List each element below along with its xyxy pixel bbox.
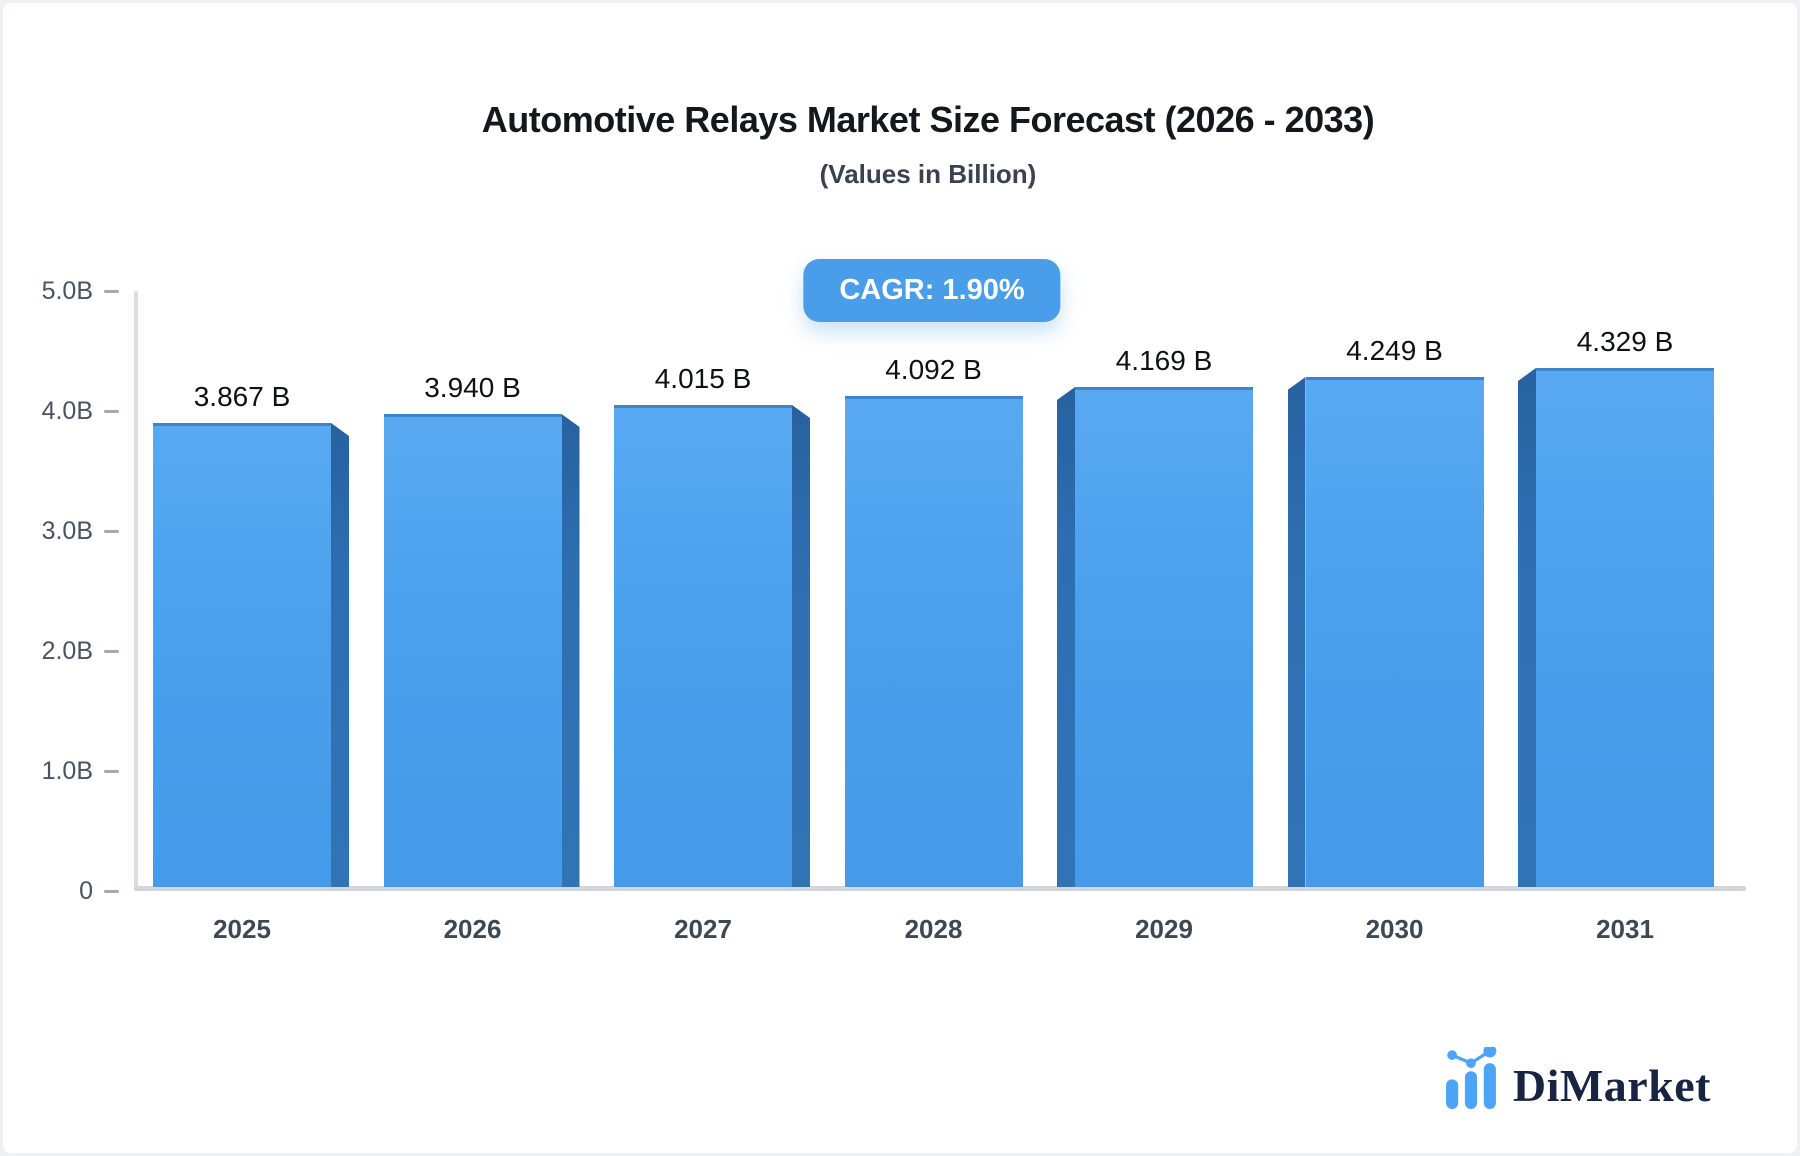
bar-chart-sparkline-icon xyxy=(1445,1047,1497,1109)
y-tick-mark xyxy=(104,410,119,413)
y-axis-label: 3.0B xyxy=(41,517,93,545)
bar-value-label: 4.092 B xyxy=(885,354,982,385)
bar-2030[interactable] xyxy=(1305,377,1484,887)
bar-value-label: 4.169 B xyxy=(1115,345,1213,376)
bar-3d-side-2025 xyxy=(331,423,349,887)
bar-3d-side-2031 xyxy=(1518,368,1536,887)
y-axis-label: 2.0B xyxy=(41,637,93,665)
chart-title: Automotive Relays Market Size Forecast (… xyxy=(481,99,1375,140)
x-axis-label-2028: 2028 xyxy=(904,914,963,944)
bar-value-label: 4.329 B xyxy=(1576,326,1674,357)
x-axis-label-2029: 2029 xyxy=(1135,914,1193,944)
bar-2031[interactable] xyxy=(1536,368,1714,887)
bar-3d-side-2030 xyxy=(1287,377,1306,887)
bar-2029[interactable] xyxy=(1075,387,1253,887)
bar-value-label: 3.940 B xyxy=(424,372,521,403)
bar-2026[interactable] xyxy=(383,414,562,887)
x-axis-label-2030: 2030 xyxy=(1365,914,1424,944)
bar-3d-side-2029 xyxy=(1057,387,1075,887)
x-axis-label-2026: 2026 xyxy=(443,914,502,944)
bar-value-label: 4.015 B xyxy=(654,363,752,394)
y-tick-mark xyxy=(104,650,119,653)
y-axis-label: 0 xyxy=(79,877,93,905)
y-tick-mark xyxy=(104,890,119,893)
chart-card: Automotive Relays Market Size Forecast (… xyxy=(3,3,1797,1153)
x-axis-line xyxy=(134,886,1746,891)
bar-3d-side-2026 xyxy=(561,414,580,887)
logo-text: DiMarket xyxy=(1512,1060,1711,1111)
y-tick-mark xyxy=(104,290,119,293)
bar-2025[interactable] xyxy=(153,423,331,887)
x-axis-label-2027: 2027 xyxy=(674,914,732,944)
y-tick-mark xyxy=(104,530,119,533)
bar-2028[interactable] xyxy=(844,396,1023,887)
x-axis-label-2025: 2025 xyxy=(213,914,271,944)
chart-subtitle: (Values in Billion) xyxy=(819,159,1037,189)
y-axis-label: 5.0B xyxy=(41,277,93,305)
dimarket-logo: DiMarket xyxy=(1445,1047,1711,1111)
bar-2027[interactable] xyxy=(614,405,792,887)
y-axis-line xyxy=(134,291,138,889)
x-axis-label-2031: 2031 xyxy=(1596,914,1654,944)
bar-value-label: 4.249 B xyxy=(1346,335,1443,366)
y-tick-mark xyxy=(104,770,119,773)
bar-value-label: 3.867 B xyxy=(193,381,291,412)
y-axis-label: 1.0B xyxy=(41,757,93,785)
bar-3d-side-2027 xyxy=(792,405,810,887)
y-axis-label: 4.0B xyxy=(41,397,93,425)
cagr-badge: CAGR: 1.90% xyxy=(803,259,1061,322)
